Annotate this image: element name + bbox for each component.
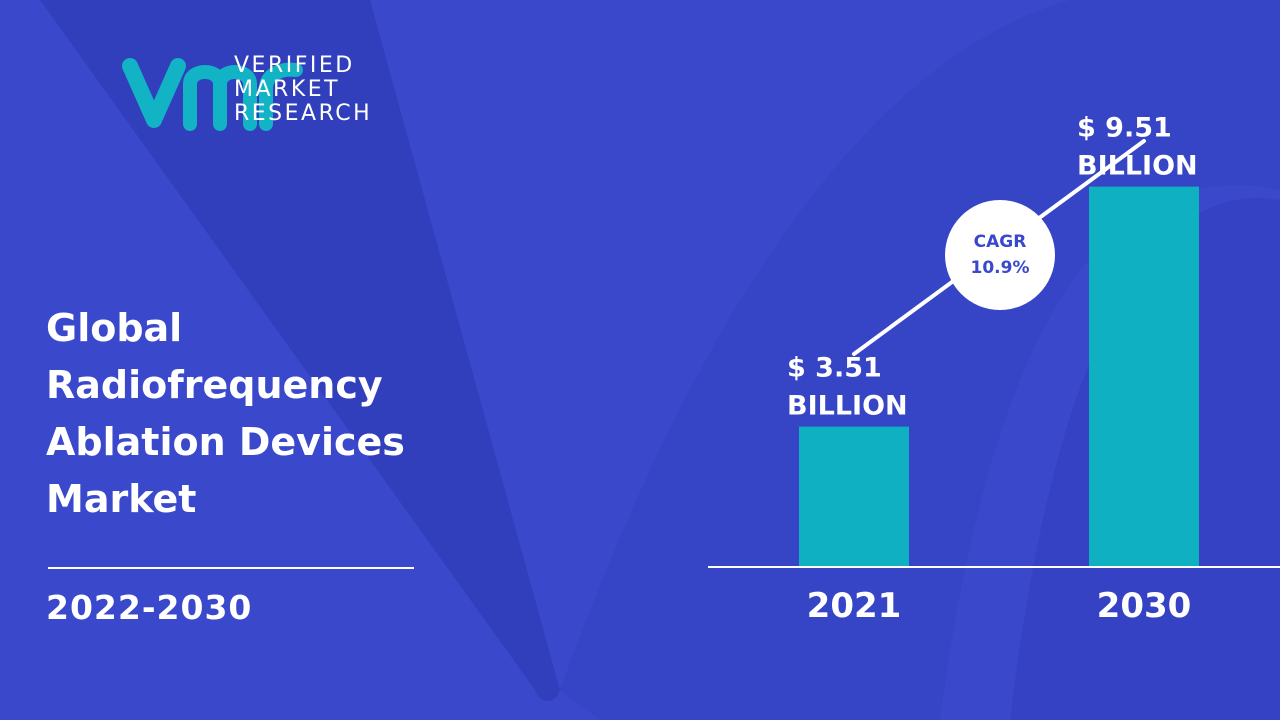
cagr-label: CAGR: [974, 232, 1027, 252]
background-band-right: [560, 0, 1280, 720]
market-title: Global Radiofrequency Ablation Devices M…: [46, 300, 466, 528]
title-line: Ablation Devices: [46, 420, 405, 464]
cagr-badge: CAGR 10.9%: [945, 200, 1055, 310]
title-line: Radiofrequency: [46, 363, 383, 407]
vmr-logo-icon: [122, 58, 303, 131]
bar-2030: [1089, 186, 1199, 567]
value-label: $ 9.51: [1077, 113, 1172, 144]
forecast-period: 2022-2030: [46, 588, 253, 627]
brand-name-line: VERIFIED: [234, 53, 355, 78]
brand-name-line: MARKET: [234, 77, 341, 102]
title-divider: [48, 567, 414, 569]
category-label: 2030: [1097, 586, 1192, 626]
background-band-left: [40, 0, 560, 702]
category-label: 2021: [807, 586, 902, 626]
brand-name-line: RESEARCH: [234, 101, 373, 126]
value-label: $ 3.51: [787, 353, 882, 384]
bar-2021: [799, 426, 909, 567]
title-line: Market: [46, 477, 197, 521]
brand-name: VERIFIED MARKET RESEARCH: [234, 54, 372, 126]
cagr-value: 10.9%: [971, 258, 1030, 278]
cagr-badge-circle: [945, 200, 1055, 310]
value-label: BILLION: [787, 391, 908, 422]
title-line: Global: [46, 306, 183, 350]
